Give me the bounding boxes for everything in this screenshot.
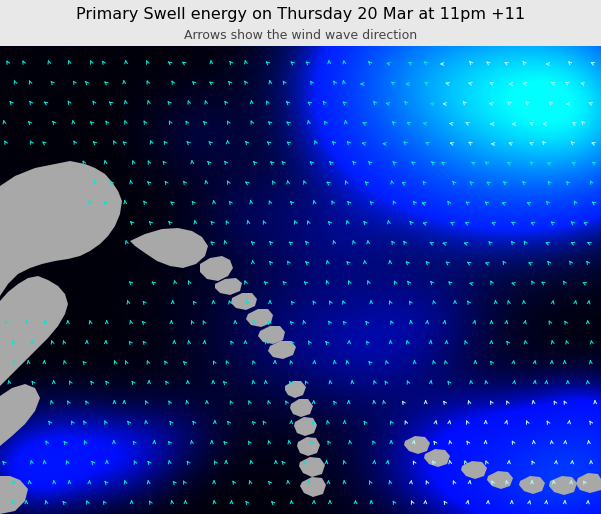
Polygon shape (246, 309, 273, 327)
Polygon shape (299, 457, 325, 477)
Polygon shape (0, 161, 122, 386)
Polygon shape (0, 476, 28, 514)
Polygon shape (576, 473, 601, 493)
Polygon shape (297, 437, 320, 456)
Polygon shape (549, 476, 577, 495)
Polygon shape (300, 477, 326, 497)
Polygon shape (258, 326, 285, 344)
Polygon shape (130, 228, 208, 268)
Polygon shape (200, 256, 233, 281)
Polygon shape (294, 417, 317, 436)
Polygon shape (290, 399, 313, 417)
Polygon shape (268, 341, 296, 359)
Text: Arrows show the wind wave direction: Arrows show the wind wave direction (184, 29, 417, 42)
Polygon shape (487, 471, 513, 489)
Polygon shape (461, 461, 487, 479)
Text: Primary Swell energy on Thursday 20 Mar at 11pm +11: Primary Swell energy on Thursday 20 Mar … (76, 7, 525, 22)
Polygon shape (519, 476, 545, 494)
Polygon shape (215, 278, 242, 295)
Polygon shape (285, 381, 306, 398)
Polygon shape (231, 293, 257, 310)
Polygon shape (0, 384, 40, 446)
Polygon shape (404, 436, 430, 454)
Polygon shape (424, 449, 450, 467)
